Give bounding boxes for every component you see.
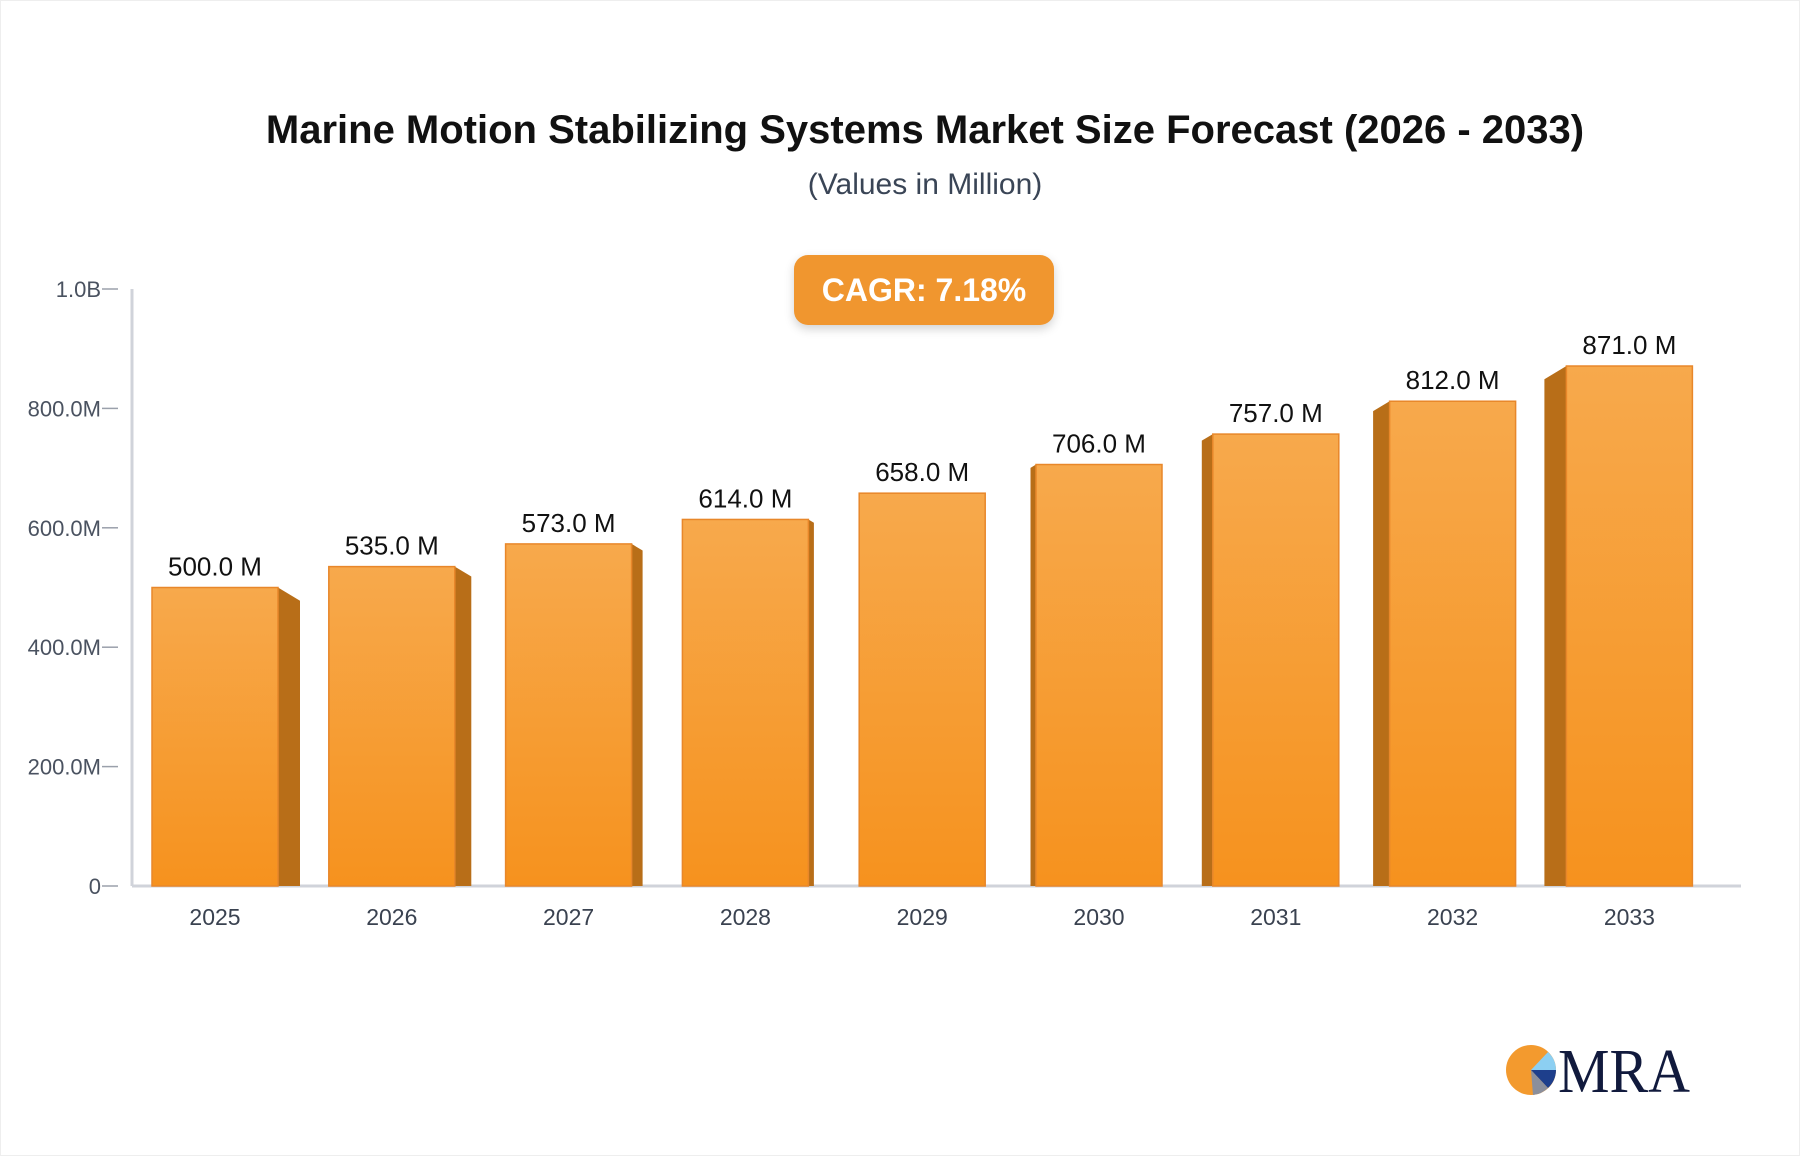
y-tick-label: 200.0M bbox=[28, 755, 101, 780]
x-tick-label: 2028 bbox=[720, 904, 771, 930]
bar-value-label: 614.0 M bbox=[698, 483, 792, 513]
bar bbox=[151, 586, 279, 887]
cagr-badge: CAGR: 7.18% bbox=[794, 255, 1054, 325]
bar bbox=[1035, 463, 1163, 887]
x-tick-label: 2032 bbox=[1427, 904, 1478, 930]
bar-value-label: 535.0 M bbox=[345, 531, 439, 561]
y-tick-label: 800.0M bbox=[28, 396, 101, 421]
bar-value-label: 812.0 M bbox=[1406, 365, 1500, 395]
x-tick-label: 2025 bbox=[189, 904, 240, 930]
bar bbox=[681, 518, 810, 887]
bar-value-label: 500.0 M bbox=[168, 552, 262, 582]
x-tick-label: 2031 bbox=[1250, 904, 1301, 930]
bar-side bbox=[1373, 401, 1390, 886]
y-tick-label: 0 bbox=[89, 874, 101, 899]
bar-side bbox=[1030, 464, 1036, 886]
mra-logo: MRA bbox=[1504, 1040, 1694, 1100]
x-tick-label: 2029 bbox=[897, 904, 948, 930]
x-tick-label: 2033 bbox=[1604, 904, 1655, 930]
chart-subtitle: (Values in Million) bbox=[807, 168, 1043, 201]
svg-text:MRA: MRA bbox=[1558, 1040, 1690, 1100]
bar bbox=[1388, 400, 1517, 887]
bar bbox=[858, 492, 986, 887]
bar-side bbox=[454, 566, 472, 886]
mra-logo-pie-icon: MRA bbox=[1506, 1040, 1690, 1100]
bar-value-label: 757.0 M bbox=[1229, 398, 1323, 428]
y-tick-label: 600.0M bbox=[28, 516, 101, 541]
x-tick-label: 2030 bbox=[1073, 904, 1124, 930]
y-tick-label: 400.0M bbox=[28, 635, 101, 660]
bar-side bbox=[1544, 366, 1567, 886]
bar-value-label: 573.0 M bbox=[522, 508, 616, 538]
bar-value-label: 706.0 M bbox=[1052, 429, 1146, 459]
bar-side bbox=[1201, 434, 1213, 886]
chart-title: Marine Motion Stabilizing Systems Market… bbox=[265, 108, 1585, 152]
x-tick-label: 2026 bbox=[366, 904, 417, 930]
bar-value-label: 871.0 M bbox=[1582, 330, 1676, 360]
bar-value-label: 658.0 M bbox=[875, 457, 969, 487]
x-tick-label: 2027 bbox=[543, 904, 594, 930]
bar bbox=[504, 543, 633, 887]
y-tick-label: 1.0B bbox=[56, 277, 101, 302]
bar-side bbox=[278, 587, 300, 886]
bar-side bbox=[808, 519, 814, 886]
bar bbox=[1565, 365, 1694, 887]
bar-side bbox=[631, 543, 643, 886]
bar bbox=[328, 565, 456, 887]
bar bbox=[1212, 433, 1340, 887]
